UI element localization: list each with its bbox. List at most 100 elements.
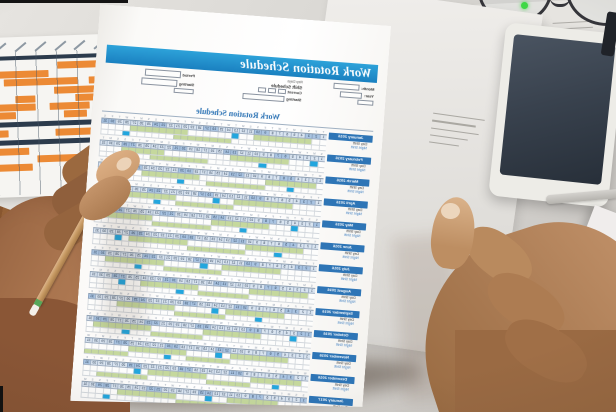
shift-cell xyxy=(217,331,225,336)
shift-cell xyxy=(89,277,97,282)
shift-cell xyxy=(174,311,182,316)
shift-cell xyxy=(303,161,311,166)
shift-cell xyxy=(262,312,270,317)
shift-cell xyxy=(149,155,157,160)
shift-cell xyxy=(312,139,320,144)
day-cell: 13 xyxy=(225,216,233,221)
shift-cell xyxy=(220,381,228,386)
shift-cell xyxy=(181,129,189,134)
day-cell: 11 xyxy=(243,173,251,178)
shift-cell xyxy=(283,231,291,236)
shift-cell xyxy=(268,136,276,141)
year-label: Year: xyxy=(363,93,375,99)
shift-cell xyxy=(239,228,247,233)
shift-cell xyxy=(110,389,118,394)
shift-cell xyxy=(174,223,182,228)
shift-cell xyxy=(253,339,261,344)
shift-cell xyxy=(294,270,302,275)
day-cell: 3 xyxy=(298,221,306,226)
shift-cell xyxy=(243,178,251,183)
shift-cell xyxy=(203,219,211,224)
shift-cell xyxy=(148,370,156,375)
day-cell: 1 xyxy=(319,135,327,140)
shift-cell xyxy=(227,293,235,298)
day-cell: 5 xyxy=(280,264,288,269)
day-cell: 25 xyxy=(128,341,136,346)
shift-cell xyxy=(186,157,194,162)
shift-cell xyxy=(202,335,210,340)
shift-cell xyxy=(162,376,170,381)
shift-cell xyxy=(252,245,260,250)
day-cell: 6 xyxy=(276,220,284,225)
shift-cell xyxy=(142,154,150,159)
shift-cell xyxy=(154,194,162,199)
form-field-box xyxy=(277,89,285,95)
day-cell: 2 xyxy=(300,288,308,293)
shift-cell xyxy=(160,310,168,315)
day-cell: 14 xyxy=(221,172,229,177)
month-label-column: May 2016 Day Shift Night Shift xyxy=(321,219,366,242)
shift-cell xyxy=(98,349,106,354)
shift-cell xyxy=(317,167,325,172)
shift-cell xyxy=(250,179,258,184)
shift-cell xyxy=(177,173,185,178)
shift-cell xyxy=(208,154,216,159)
shift-cell xyxy=(157,155,165,160)
shift-cell xyxy=(147,375,155,380)
shift-cell xyxy=(122,125,130,130)
shift-cell xyxy=(184,179,192,184)
shift-cell xyxy=(306,211,314,216)
shift-cell xyxy=(236,266,244,271)
day-cell: 22 xyxy=(147,387,155,392)
shift-cell xyxy=(232,315,240,320)
shift-cell xyxy=(257,179,265,184)
shift-cell xyxy=(167,310,175,315)
shift-cell xyxy=(179,151,187,156)
shift-cell xyxy=(127,352,135,357)
shift-cell xyxy=(146,303,154,308)
shift-cell xyxy=(291,320,299,325)
shift-cell xyxy=(159,216,167,221)
shift-cell xyxy=(178,262,186,267)
shift-cell xyxy=(246,228,254,233)
day-cell: 12 xyxy=(224,326,232,331)
shift-cell xyxy=(193,351,201,356)
shift-cell xyxy=(196,313,204,318)
day-cell: 21 xyxy=(170,168,178,173)
month-label-column: June 2016 Day Shift Night Shift xyxy=(319,241,364,264)
shift-cell xyxy=(155,172,163,177)
shift-cell xyxy=(142,347,150,352)
day-cell: 7 xyxy=(274,153,282,158)
shift-cell xyxy=(213,286,221,291)
shift-cell xyxy=(170,371,178,376)
day-cell: 11 xyxy=(235,283,243,288)
shift-cell xyxy=(282,143,290,148)
shift-cell xyxy=(146,392,154,397)
day-cell: 28 xyxy=(106,339,114,344)
month-label-column: March 2016 Day Shift Night Shift xyxy=(324,175,369,198)
day-cell: 19 xyxy=(180,235,188,240)
shift-cell xyxy=(301,183,309,188)
day-cell: 23 xyxy=(148,276,156,281)
day-cell: 25 xyxy=(125,385,133,390)
day-cell: 29 xyxy=(99,339,107,344)
shift-cell xyxy=(218,309,226,314)
shift-cell xyxy=(210,220,218,225)
day-cell: 26 xyxy=(137,121,145,126)
day-cell: 19 xyxy=(178,257,186,262)
shift-cell xyxy=(245,250,253,255)
day-cell: 31 xyxy=(86,316,94,321)
shift-cell xyxy=(132,390,140,395)
shift-cell xyxy=(181,223,189,228)
shift-cell xyxy=(141,369,149,374)
day-cell: 30 xyxy=(95,294,103,299)
day-cell: 11 xyxy=(232,327,240,332)
shift-cell xyxy=(308,183,316,188)
shift-cell xyxy=(259,157,267,162)
day-cell: 6 xyxy=(270,308,278,313)
day-cell: 12 xyxy=(233,217,241,222)
day-cell: 14 xyxy=(208,347,216,352)
shift-cell xyxy=(167,217,175,222)
day-cell: 17 xyxy=(185,367,193,372)
day-cell: 12 xyxy=(234,195,242,200)
